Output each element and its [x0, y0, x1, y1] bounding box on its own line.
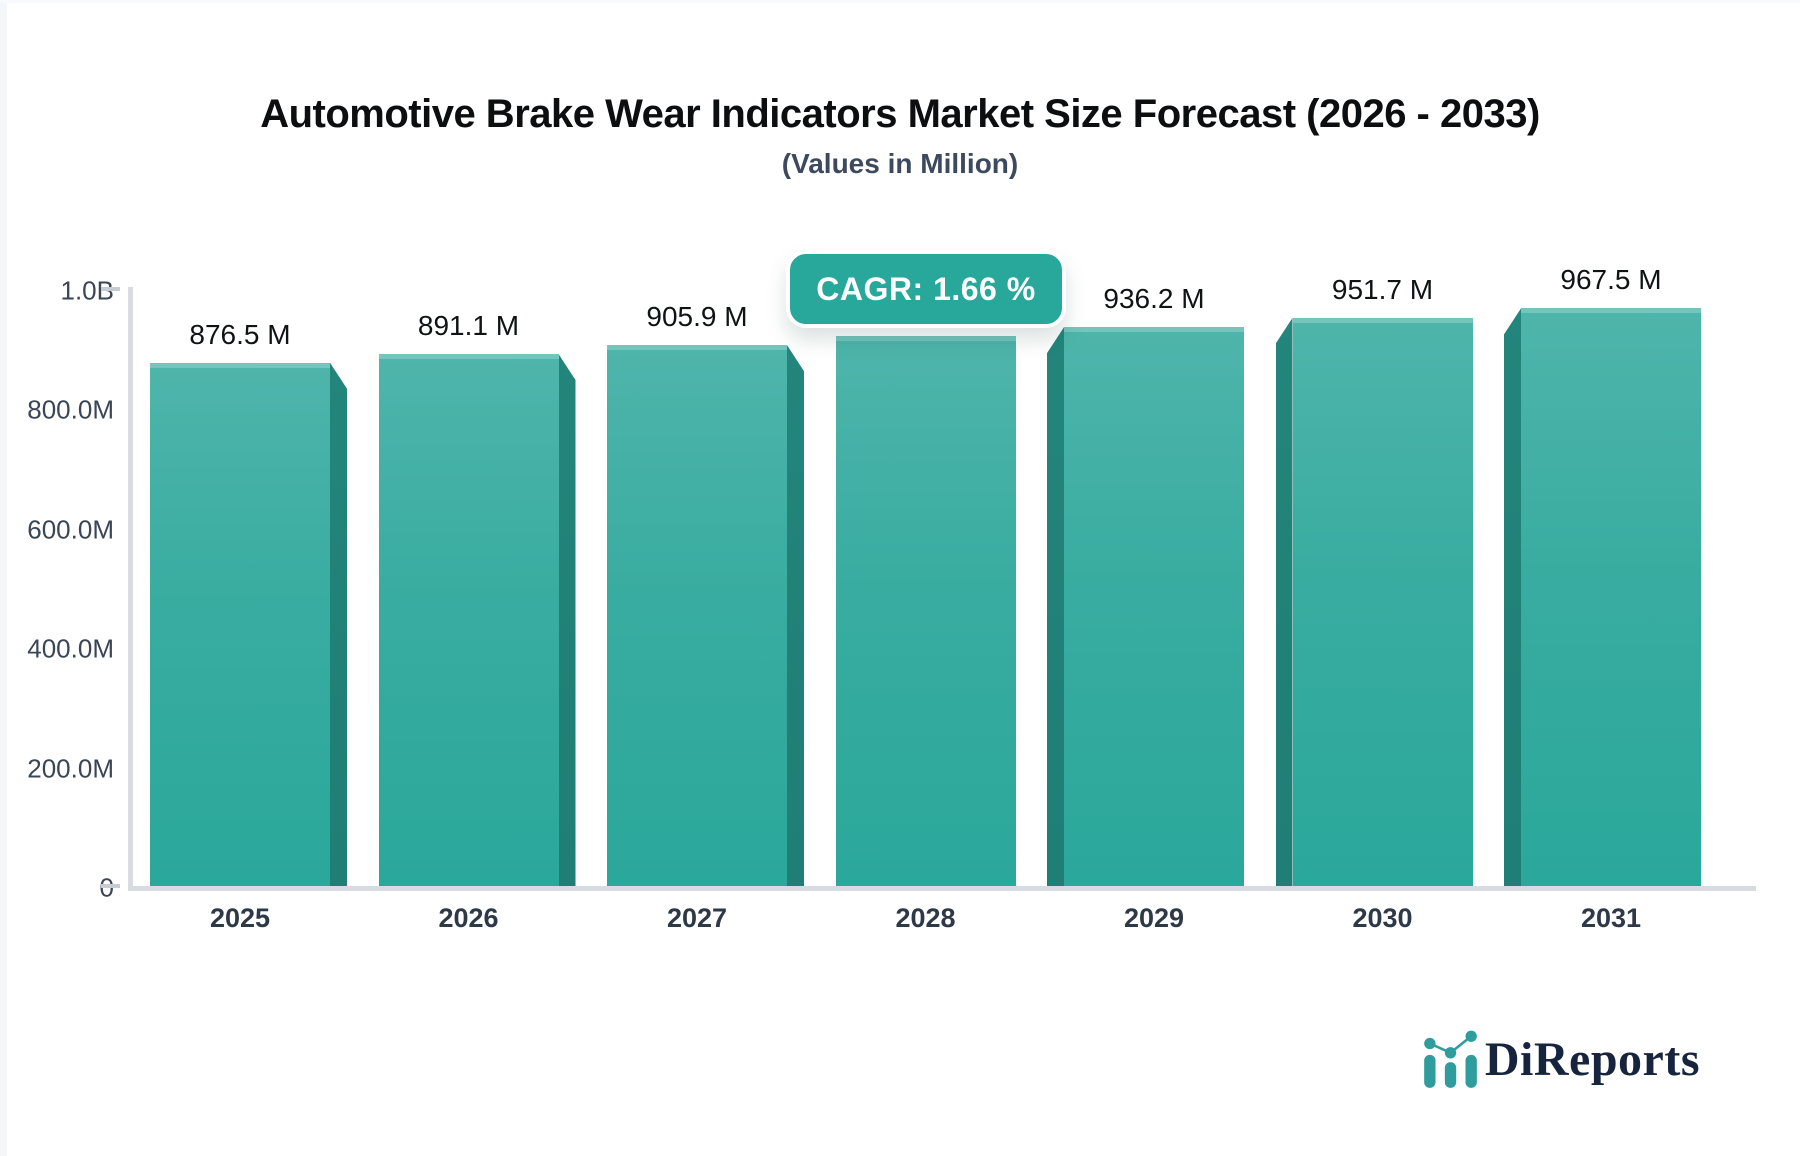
- y-tick-label: 0: [0, 873, 114, 904]
- bar-value-label: 951.7 M: [1331, 273, 1434, 305]
- bar-2028[interactable]: [835, 336, 1016, 886]
- bar-top-highlight: [1064, 327, 1244, 333]
- bar-value-label: 891.1 M: [417, 310, 520, 341]
- y-tick-label: 600.0M: [27, 514, 114, 545]
- page-edge-top: [0, 0, 1800, 3]
- cagr-badge: CAGR: 1.66 %: [786, 250, 1066, 328]
- y-axis-line: [128, 287, 133, 889]
- bar-top-highlight: [150, 362, 330, 368]
- bar-top-highlight: [607, 345, 787, 351]
- x-tick-label-2028: 2028: [895, 903, 956, 933]
- x-tick-label-2031: 2031: [1580, 903, 1642, 933]
- bar-value-label: 905.9 M: [646, 301, 748, 333]
- bar-top-highlight: [1521, 308, 1701, 314]
- bar-2031[interactable]: [1521, 308, 1701, 886]
- bar-side-face: [330, 362, 347, 886]
- x-tick-label-2025: 2025: [209, 903, 271, 933]
- bar-top-highlight: [1292, 317, 1473, 323]
- bar-line-chart-icon: [1424, 1030, 1477, 1088]
- bar-side-face: [1504, 308, 1521, 886]
- bar-side-face: [1275, 317, 1293, 886]
- bar-2027[interactable]: [607, 345, 787, 886]
- brand-logo-text: DiReports: [1484, 1032, 1700, 1086]
- x-tick-label-2026: 2026: [438, 903, 499, 933]
- chart-subtitle: (Values in Million): [781, 148, 1019, 179]
- chart-title: Automotive Brake Wear Indicators Market …: [260, 92, 1540, 136]
- page-edge-left: [0, 0, 7, 1156]
- y-tick-mark: [101, 287, 120, 291]
- bar-value-label: 967.5 M: [1560, 264, 1662, 296]
- y-tick-mark: [101, 884, 120, 888]
- x-tick-label-2029: 2029: [1123, 903, 1185, 933]
- bar-side-face: [1047, 327, 1064, 886]
- bar-value-label: 876.5 M: [189, 318, 291, 350]
- bar-value-label: 936.2 M: [1103, 283, 1205, 315]
- y-tick-label: 200.0M: [27, 753, 114, 784]
- y-tick-label: 800.0M: [27, 394, 114, 425]
- bar-2030[interactable]: [1292, 317, 1473, 886]
- bar-2025[interactable]: [150, 362, 330, 886]
- cagr-badge-label: CAGR: 1.66 %: [816, 270, 1036, 307]
- brand-logo[interactable]: DiReports: [1419, 1028, 1700, 1090]
- x-tick-label-2027: 2027: [666, 903, 728, 933]
- bar-top-highlight: [835, 336, 1016, 342]
- bar-2026[interactable]: [378, 354, 559, 886]
- bar-2029[interactable]: [1064, 327, 1244, 886]
- bar-top-highlight: [378, 354, 559, 359]
- x-tick-label-2030: 2030: [1352, 903, 1413, 933]
- bar-side-face: [558, 354, 576, 886]
- bar-side-face: [787, 345, 804, 886]
- y-tick-label: 400.0M: [27, 633, 114, 664]
- x-axis-line: [128, 886, 1756, 891]
- y-tick-label: 1.0B: [60, 275, 115, 306]
